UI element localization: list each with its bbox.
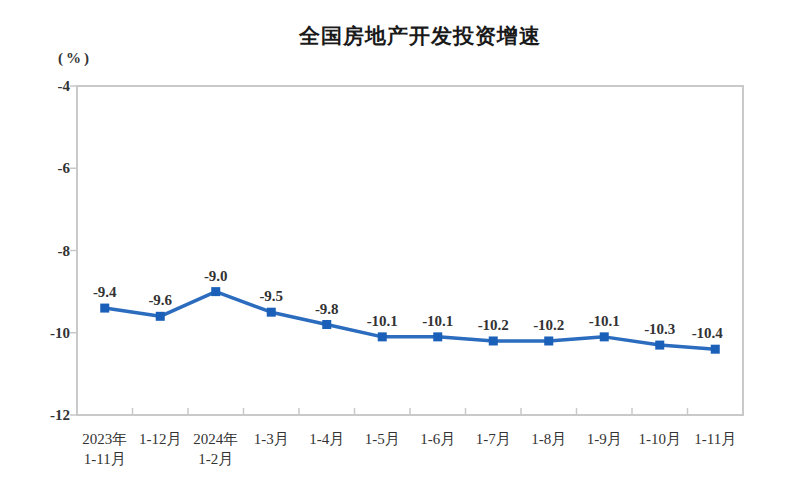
data-point-marker bbox=[211, 287, 220, 296]
x-axis-tick-label: 1-2月 bbox=[198, 451, 233, 467]
data-point-marker bbox=[544, 336, 553, 345]
x-axis-tick-label: 1-5月 bbox=[365, 431, 400, 447]
data-point-label: -10.1 bbox=[589, 313, 620, 329]
data-point-marker bbox=[322, 320, 331, 329]
y-axis-tick-label: -4 bbox=[58, 78, 71, 94]
x-axis-tick-label: 1-9月 bbox=[587, 431, 622, 447]
data-point-marker bbox=[156, 312, 165, 321]
x-axis-tick-label: 2023年 bbox=[82, 431, 127, 447]
data-point-label: -10.1 bbox=[367, 313, 398, 329]
y-axis-tick-label: -8 bbox=[58, 243, 71, 259]
data-point-marker bbox=[378, 332, 387, 341]
line-chart-plot: -4 -6 -8 -10 -12 2023年 1-11月 1-12月 2024年 1-2月 1-3月… bbox=[0, 0, 800, 491]
data-point-label: -10.1 bbox=[422, 313, 453, 329]
data-point-marker bbox=[711, 345, 720, 354]
data-point-label: -10.3 bbox=[644, 321, 675, 337]
data-point-label: -9.8 bbox=[315, 301, 339, 317]
data-point-marker bbox=[655, 341, 664, 350]
series-line bbox=[105, 292, 716, 350]
x-axis-tick-label: 1-12月 bbox=[139, 431, 182, 447]
x-axis-tick-label: 1-4月 bbox=[309, 431, 344, 447]
chart-canvas: 全国房地产开发投资增速 (%) -4-6-8-10-122023年1-11月1-… bbox=[0, 0, 800, 491]
data-point-label: -9.6 bbox=[148, 292, 172, 308]
series-markers bbox=[100, 287, 720, 354]
data-point-marker bbox=[100, 304, 109, 313]
y-axis-tick-label: -12 bbox=[50, 407, 70, 423]
data-point-label: -9.0 bbox=[204, 268, 228, 284]
y-axis-tick-labels: -4 -6 -8 -10 -12 bbox=[50, 78, 70, 423]
y-axis-tick-label: -10 bbox=[50, 325, 70, 341]
plot-border bbox=[77, 86, 743, 415]
x-axis-tick-label: 1-8月 bbox=[531, 431, 566, 447]
x-axis-tick-label: 1-11月 bbox=[694, 431, 736, 447]
data-point-label: -10.2 bbox=[533, 317, 564, 333]
data-point-label: -10.4 bbox=[692, 325, 724, 341]
y-axis-ticks bbox=[70, 86, 77, 415]
data-point-label: -9.4 bbox=[93, 284, 117, 300]
x-axis-tick-label: 1-3月 bbox=[254, 431, 289, 447]
data-point-marker bbox=[600, 332, 609, 341]
x-axis-tick-label: 2024年 bbox=[193, 431, 238, 447]
x-axis-tick-label: 1-10月 bbox=[639, 431, 682, 447]
data-point-marker bbox=[267, 308, 276, 317]
x-axis-tick-label: 1-7月 bbox=[476, 431, 511, 447]
x-axis-tick-labels: 2023年 1-11月 1-12月 2024年 1-2月 1-3月 1-4月 1-5月 1-6月… bbox=[82, 431, 736, 467]
data-point-marker bbox=[489, 336, 498, 345]
x-axis-tick-label: 1-6月 bbox=[420, 431, 455, 447]
y-axis-tick-label: -6 bbox=[58, 160, 71, 176]
x-axis-tick-label: 1-11月 bbox=[84, 451, 126, 467]
data-point-marker bbox=[433, 332, 442, 341]
data-point-label: -10.2 bbox=[478, 317, 509, 333]
x-axis-ticks bbox=[133, 408, 688, 415]
data-point-label: -9.5 bbox=[259, 288, 283, 304]
